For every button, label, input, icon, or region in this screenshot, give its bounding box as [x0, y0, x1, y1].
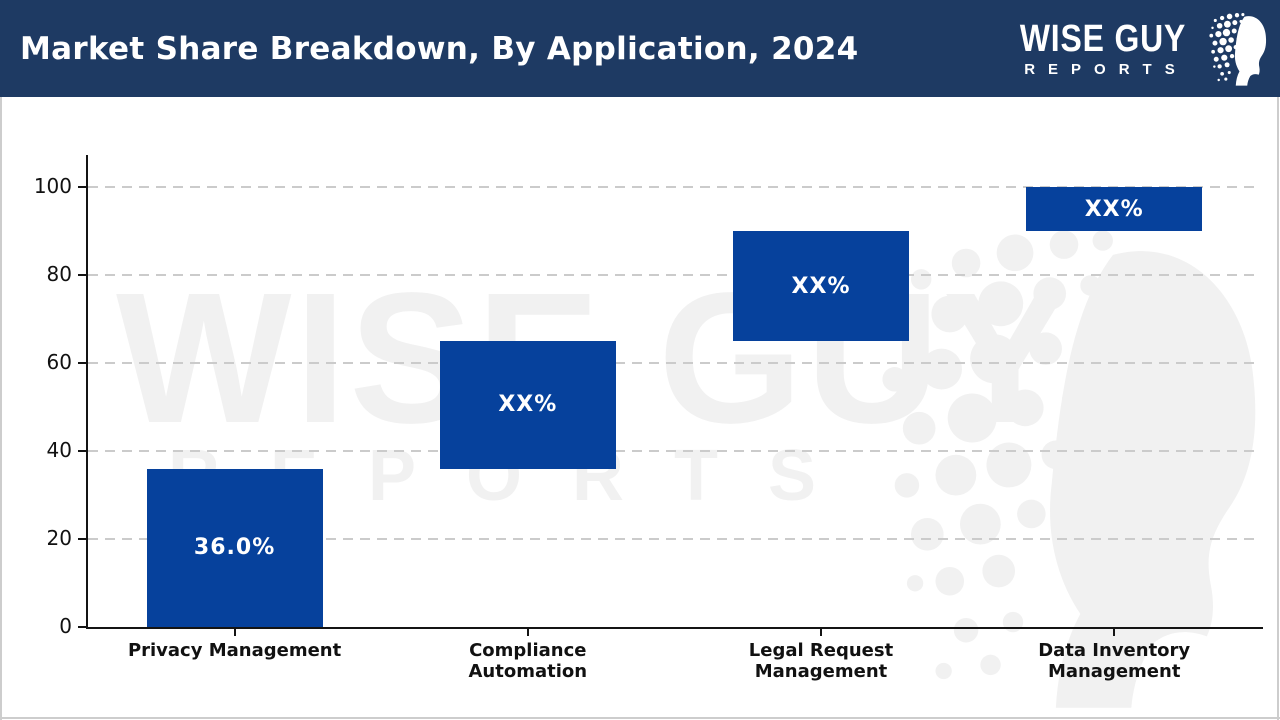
x-tick-mark — [526, 629, 529, 636]
bar-value-label: XX% — [791, 273, 851, 299]
bar-segment: 36.0% — [146, 468, 323, 627]
y-tick-mark — [78, 450, 86, 452]
x-axis-line — [86, 627, 1263, 629]
gridline — [88, 362, 1261, 364]
logo-subtitle: REPORTS — [1024, 61, 1188, 78]
x-tick-mark — [233, 629, 236, 636]
bar-segment: XX% — [733, 231, 909, 341]
page-border-left — [0, 97, 2, 720]
y-axis-line — [86, 155, 88, 629]
bar-value-label: XX% — [498, 392, 558, 418]
category-label: Privacy Management — [85, 640, 385, 661]
category-label: Data Inventory Management — [964, 640, 1264, 682]
y-tick-label: 60 — [46, 350, 72, 374]
y-tick-label: 0 — [59, 614, 72, 638]
y-tick-label: 80 — [46, 262, 72, 286]
page-border-bottom — [0, 717, 1280, 719]
category-label-line: Data Inventory — [1038, 640, 1191, 661]
logo-face-icon — [1206, 9, 1268, 89]
category-label: Legal Request Management — [671, 640, 971, 682]
category-label-line: Management — [754, 661, 888, 682]
y-tick-label: 40 — [46, 438, 72, 462]
y-tick-mark — [78, 626, 86, 628]
chart-title: Market Share Breakdown, By Application, … — [20, 30, 859, 67]
page-border-right — [1277, 97, 1279, 720]
brand-logo-text: WISE GUY REPORTS — [1004, 20, 1202, 77]
category-label-line: Privacy Management — [127, 640, 342, 661]
y-tick-mark — [78, 274, 86, 276]
bar-segment: XX% — [1026, 187, 1203, 231]
category-label-line: Automation — [468, 661, 588, 682]
category-label-line: Compliance — [469, 640, 587, 661]
x-tick-mark — [820, 629, 822, 636]
y-tick-mark — [78, 362, 86, 364]
gridline — [88, 186, 1261, 188]
bar-value-label: XX% — [1084, 196, 1144, 222]
gridline — [88, 538, 1261, 540]
y-tick-label: 20 — [46, 526, 72, 550]
bar-segment: XX% — [439, 341, 616, 469]
brand-logo: WISE GUY REPORTS — [1004, 9, 1268, 89]
y-tick-mark — [78, 186, 86, 188]
gridline — [88, 274, 1261, 276]
y-tick-mark — [78, 538, 86, 540]
category-label: Compliance Automation — [378, 640, 678, 682]
category-label-line: Management — [1047, 661, 1181, 682]
logo-wordmark: WISE GUY — [1019, 18, 1187, 60]
category-label-line: Legal Request — [748, 640, 894, 661]
y-tick-label: 100 — [33, 174, 72, 198]
x-tick-mark — [1113, 629, 1116, 636]
header: Market Share Breakdown, By Application, … — [0, 0, 1280, 97]
bar-value-label: 36.0% — [193, 535, 276, 561]
gridline — [88, 450, 1261, 452]
